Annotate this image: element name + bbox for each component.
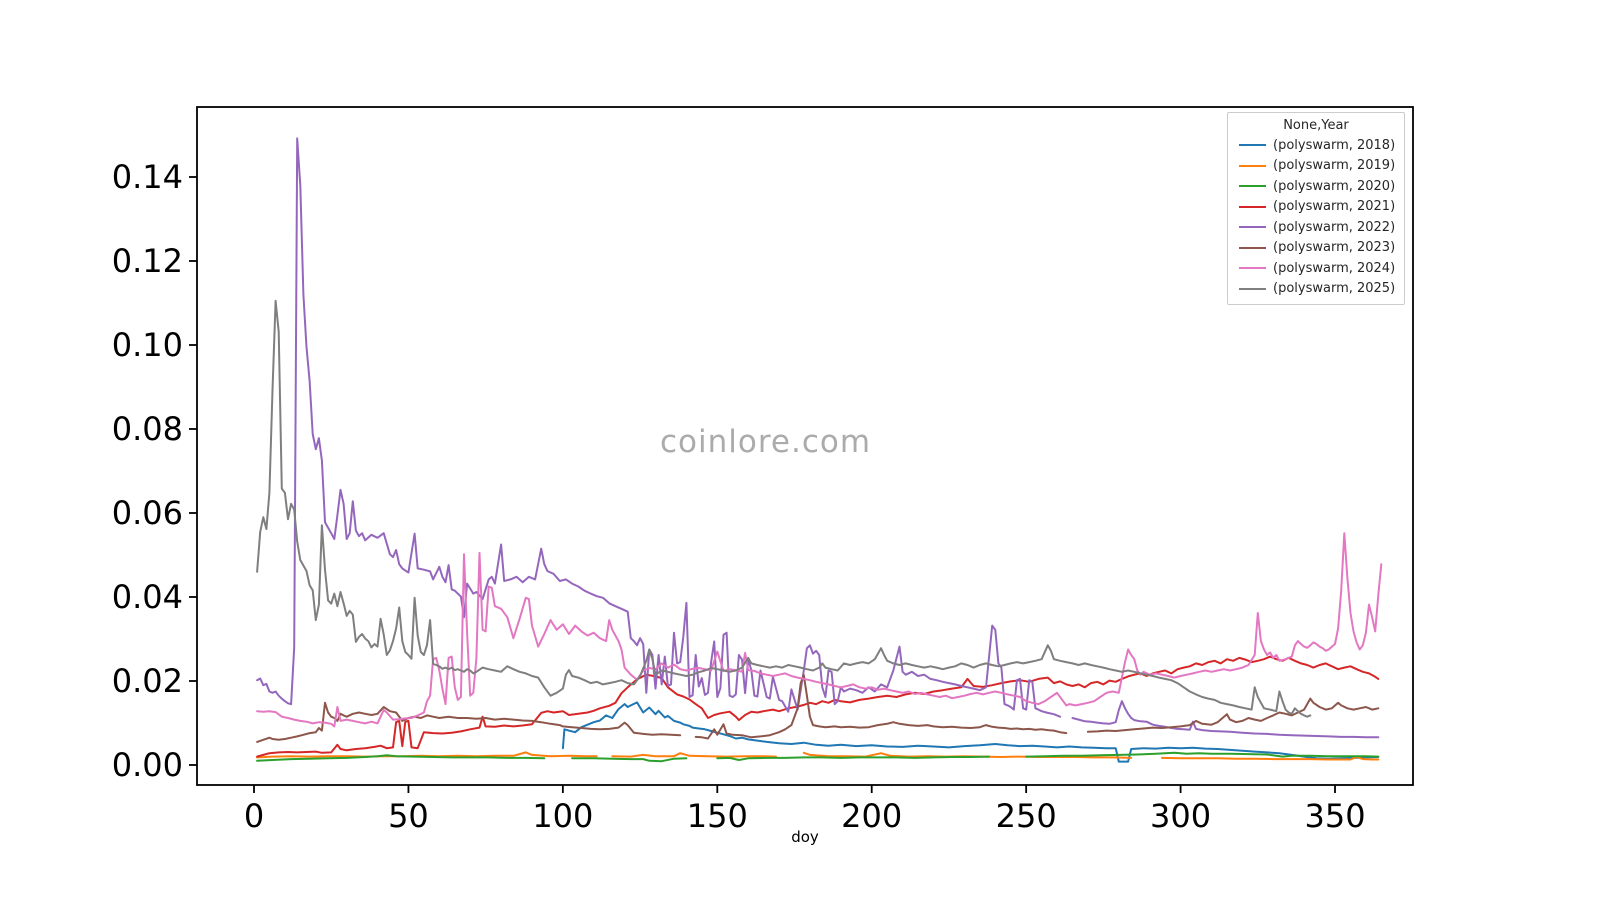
- legend-item-label: (polyswarm, 2022): [1273, 219, 1396, 235]
- x-tick-label: 100: [532, 797, 593, 835]
- legend-line-swatch: [1239, 267, 1266, 270]
- y-tick-label: 0.04: [112, 578, 183, 616]
- legend-item-label: (polyswarm, 2025): [1273, 281, 1396, 297]
- legend-item-2021: (polyswarm, 2021): [1234, 197, 1398, 218]
- series-line-2025: [256, 299, 1312, 718]
- legend-item-2024: (polyswarm, 2024): [1234, 258, 1398, 279]
- legend-line-swatch: [1239, 185, 1266, 188]
- legend-item-2022: (polyswarm, 2022): [1234, 217, 1398, 238]
- legend-item-label: (polyswarm, 2021): [1273, 199, 1396, 215]
- legend-line-swatch: [1239, 164, 1266, 167]
- series-line-2022: [256, 137, 1380, 739]
- legend-item-label: (polyswarm, 2024): [1273, 260, 1396, 276]
- x-tick-label: 350: [1304, 797, 1365, 835]
- series-line-2023: [256, 674, 1380, 743]
- x-tick-label: 0: [244, 797, 264, 835]
- legend-item-2025: (polyswarm, 2025): [1234, 279, 1398, 300]
- watermark: coinlore.com: [660, 424, 872, 460]
- legend-item-label: (polyswarm, 2019): [1273, 158, 1396, 174]
- series-line-2024: [256, 532, 1383, 728]
- x-tick-label: 300: [1150, 797, 1211, 835]
- legend-line-swatch: [1239, 246, 1266, 249]
- plot-frame: [196, 106, 1414, 786]
- series-line-2021: [256, 655, 1380, 758]
- legend-item-label: (polyswarm, 2023): [1273, 240, 1396, 256]
- series-line-2018: [561, 701, 1380, 763]
- legend-title: None,Year: [1283, 118, 1349, 133]
- x-tick-label: 50: [388, 797, 429, 835]
- y-tick-label: 0.00: [112, 746, 183, 784]
- legend: None,Year (polyswarm, 2018) (polyswarm, 2…: [1227, 112, 1405, 305]
- legend-item-2020: (polyswarm, 2020): [1234, 176, 1398, 197]
- legend-line-swatch: [1239, 144, 1266, 147]
- legend-item-2019: (polyswarm, 2019): [1234, 156, 1398, 177]
- legend-item-label: (polyswarm, 2020): [1273, 178, 1396, 194]
- legend-line-swatch: [1239, 226, 1266, 229]
- legend-item-label: (polyswarm, 2018): [1273, 137, 1396, 153]
- y-tick-label: 0.10: [112, 326, 183, 364]
- x-tick-label: 150: [687, 797, 748, 835]
- y-tick-label: 0.08: [112, 410, 183, 448]
- x-axis-label: doy: [791, 828, 819, 846]
- legend-line-swatch: [1239, 205, 1266, 208]
- x-tick-label: 200: [841, 797, 902, 835]
- y-tick-label: 0.06: [112, 494, 183, 532]
- y-tick-label: 0.12: [112, 242, 183, 280]
- legend-line-swatch: [1239, 287, 1266, 290]
- y-tick-label: 0.02: [112, 662, 183, 700]
- y-tick-label: 0.14: [112, 158, 183, 196]
- series-line-2020: [256, 751, 1380, 763]
- legend-item-2023: (polyswarm, 2023): [1234, 238, 1398, 259]
- x-tick-label: 250: [996, 797, 1057, 835]
- legend-item-2018: (polyswarm, 2018): [1234, 135, 1398, 156]
